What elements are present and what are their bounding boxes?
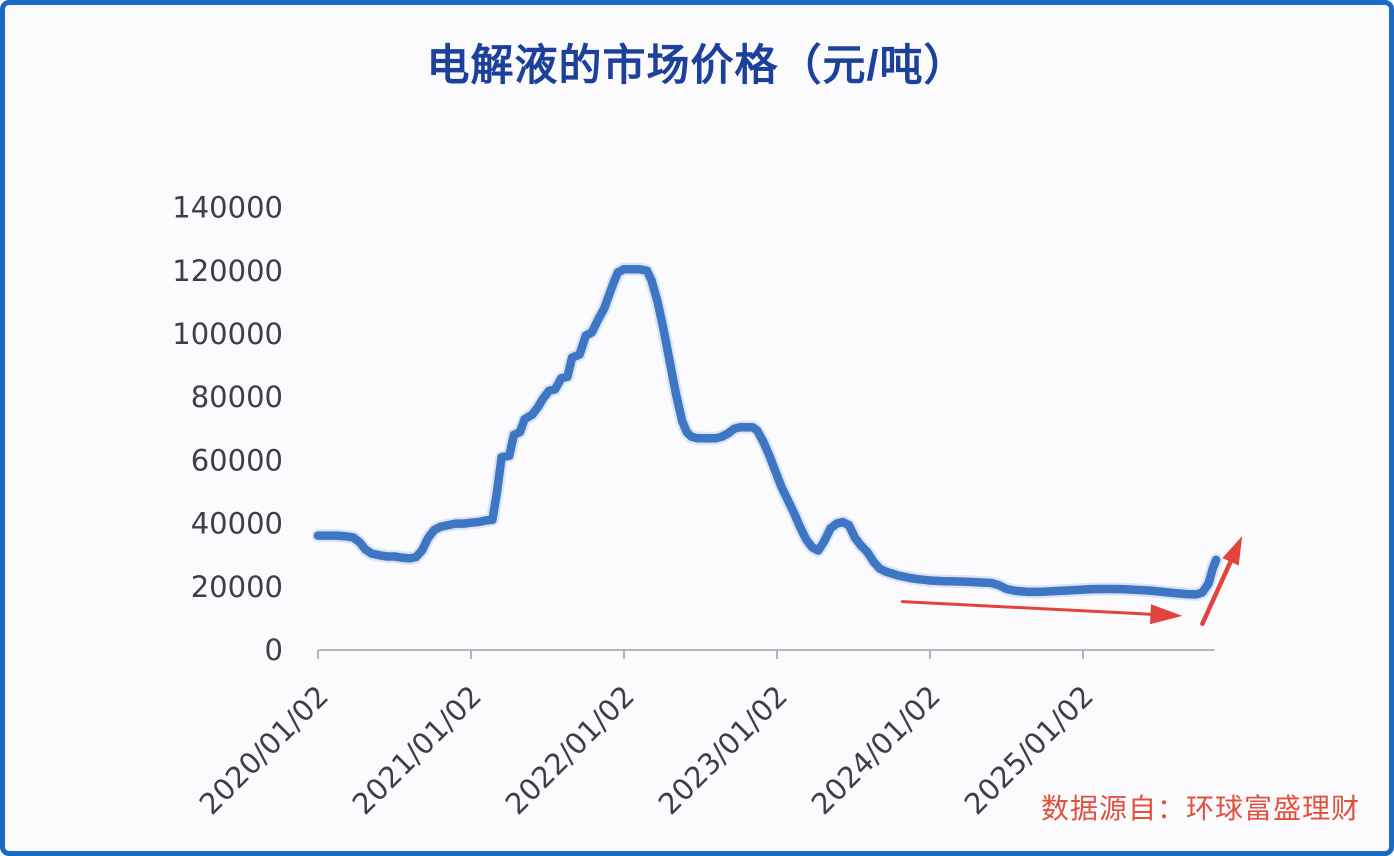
y-tick-label-5: 40000 [191,507,283,541]
x-tick-label-3: 2023/01/02 [652,679,794,821]
chart-title: 电解液的市场价格（元/吨） [426,42,968,90]
x-tick-label-4: 2024/01/02 [805,679,947,821]
trend-arrow-shaft-0 [900,600,1162,617]
trend-arrow-shaft-1 [1200,551,1237,627]
y-tick-label-4: 60000 [191,443,283,477]
x-tick-label-0: 2020/01/02 [193,679,335,821]
price-line-halo [311,262,1223,601]
y-tick-label-2: 100000 [172,317,283,351]
x-tick-label-1: 2021/01/02 [346,679,488,821]
trend-arrow-head-0 [1149,604,1183,625]
y-tick-label-3: 80000 [191,380,283,414]
data-source-note: 数据源自：环球富盛理财 [1040,793,1360,824]
x-tick-label-2: 2022/01/02 [499,679,641,821]
y-tick-label-1: 120000 [172,254,283,288]
y-tick-label-7: 0 [265,633,283,667]
trend-arrow-head-1 [1222,536,1243,566]
y-tick-label-0: 140000 [172,191,283,225]
y-tick-label-6: 20000 [191,570,283,604]
price-line [313,264,1221,599]
line-chart-canvas: 2020/01/02 2021/01/02 2022/01/02 2023/01/02… [172,191,1243,821]
